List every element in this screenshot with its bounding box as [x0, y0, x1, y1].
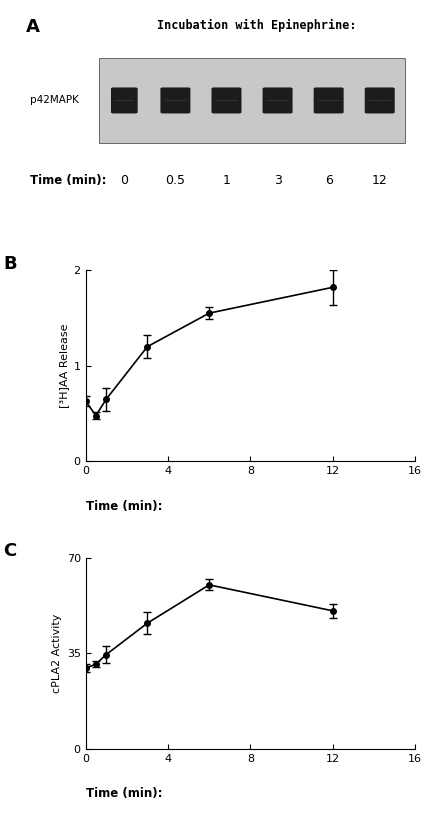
Y-axis label: [³H]AA Release: [³H]AA Release: [59, 323, 69, 408]
Text: B: B: [3, 255, 17, 273]
FancyBboxPatch shape: [262, 87, 293, 113]
FancyBboxPatch shape: [160, 87, 190, 113]
Text: C: C: [3, 542, 16, 560]
Y-axis label: cPLA2 Activity: cPLA2 Activity: [53, 614, 62, 693]
Text: Time (min):: Time (min):: [30, 174, 106, 187]
Text: 0: 0: [120, 174, 128, 187]
Text: Incubation with Epinephrine:: Incubation with Epinephrine:: [157, 19, 357, 32]
FancyBboxPatch shape: [99, 58, 405, 143]
Text: 6: 6: [325, 174, 333, 187]
Text: 12: 12: [372, 174, 388, 187]
FancyBboxPatch shape: [111, 87, 138, 113]
Text: 0.5: 0.5: [165, 174, 185, 187]
Text: 3: 3: [273, 174, 282, 187]
FancyBboxPatch shape: [365, 87, 395, 113]
FancyBboxPatch shape: [211, 87, 241, 113]
Text: A: A: [26, 19, 40, 37]
Text: 1: 1: [223, 174, 230, 187]
Text: Time (min):: Time (min):: [86, 500, 162, 513]
FancyBboxPatch shape: [314, 87, 344, 113]
Text: p42MAPK: p42MAPK: [30, 95, 78, 106]
Text: Time (min):: Time (min):: [86, 787, 162, 800]
